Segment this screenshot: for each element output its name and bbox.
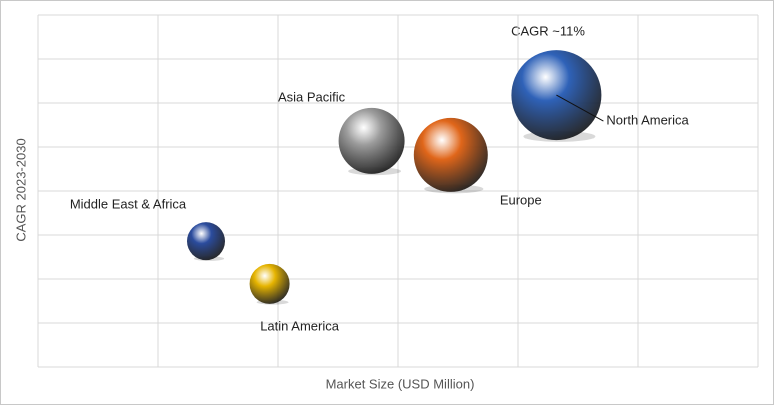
bubble-label: Europe — [500, 192, 542, 207]
bubble — [413, 117, 488, 192]
x-axis-title: Market Size (USD Million) — [326, 376, 475, 391]
bubble — [187, 222, 225, 261]
bubble-label: Middle East & Africa — [70, 197, 187, 212]
bubble-label: Asia Pacific — [278, 89, 346, 104]
y-axis-title: CAGR 2023-2030 — [13, 138, 28, 241]
bubble — [249, 263, 290, 304]
annotation: CAGR ~11% — [511, 23, 585, 38]
bubble — [338, 107, 405, 174]
leader-line — [556, 94, 604, 122]
bubble-label: North America — [606, 113, 689, 128]
bubble-label: Latin America — [260, 318, 340, 333]
